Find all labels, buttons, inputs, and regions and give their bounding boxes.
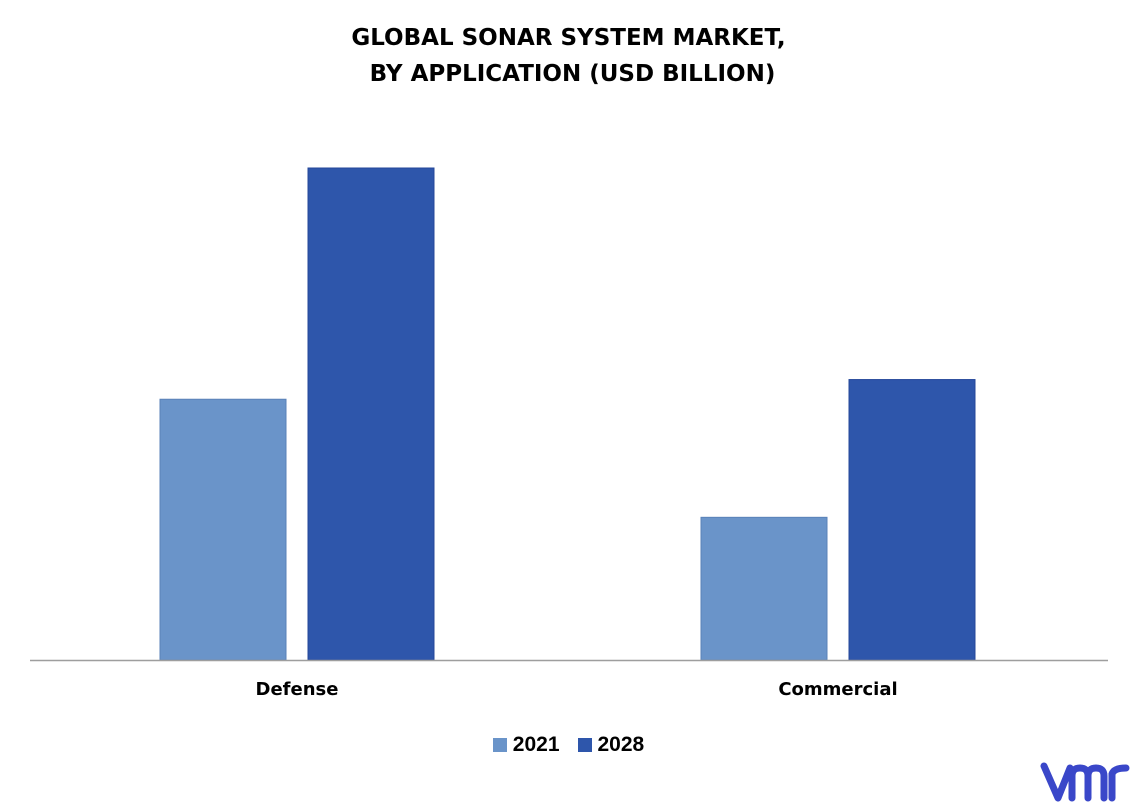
vmr-logo-icon: [1040, 762, 1130, 802]
chart-title-line-2: BY APPLICATION (USD BILLION): [361, 61, 776, 87]
chart-legend: 2021 2028: [0, 733, 1137, 757]
legend-item-2021: 2021: [492, 733, 560, 757]
chart-title-line-1: GLOBAL SONAR SYSTEM MARKET,: [351, 25, 786, 51]
bar-defense-2021: [159, 398, 287, 661]
legend-label-2021: 2021: [512, 733, 560, 756]
legend-label-2028: 2028: [597, 733, 645, 756]
x-tick-label-defense: Defense: [256, 679, 339, 700]
bar-defense-2028: [307, 167, 435, 661]
x-tick-label-commercial: Commercial: [778, 679, 897, 700]
bar-commercial-2028: [848, 379, 976, 661]
legend-item-2028: 2028: [577, 733, 645, 757]
bar-commercial-2021: [700, 516, 828, 661]
legend-swatch-2028: [577, 738, 592, 752]
chart-title: GLOBAL SONAR SYSTEM MARKET, BY APPLICATI…: [0, 20, 1137, 92]
legend-swatch-2021: [492, 738, 507, 752]
